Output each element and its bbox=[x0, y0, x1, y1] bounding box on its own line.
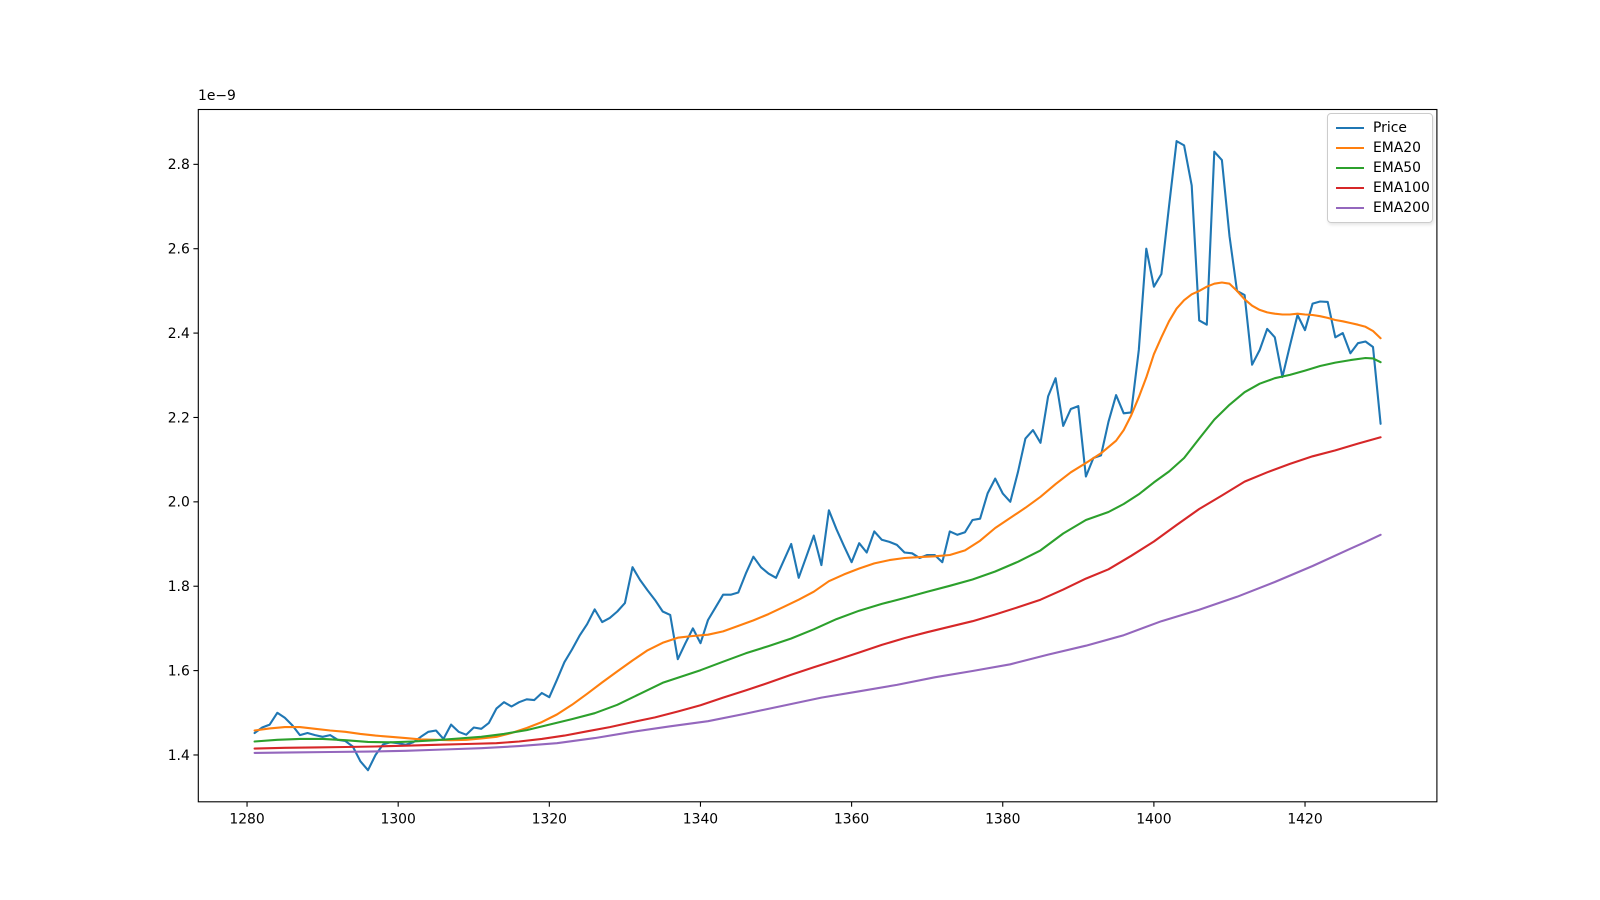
y-tick-label: 1.8 bbox=[168, 579, 190, 595]
y-axis-offset-label: 1e−9 bbox=[198, 88, 236, 104]
legend-item-ema200: EMA200 bbox=[1336, 198, 1430, 218]
legend-item-ema100: EMA100 bbox=[1336, 178, 1430, 198]
y-tick-label: 2.2 bbox=[168, 410, 190, 426]
legend-item-price: Price bbox=[1336, 118, 1424, 138]
legend-label: EMA200 bbox=[1373, 200, 1430, 216]
legend: Price EMA20 EMA50 EMA100 EMA200 bbox=[1327, 113, 1433, 223]
ema100-line bbox=[253, 436, 1382, 750]
ema200-line bbox=[253, 533, 1382, 754]
legend-item-ema50: EMA50 bbox=[1336, 158, 1424, 178]
y-tick-label: 1.6 bbox=[168, 663, 190, 679]
price-line bbox=[253, 140, 1382, 772]
x-tick-label: 1380 bbox=[985, 811, 1020, 827]
legend-label: Price bbox=[1373, 120, 1407, 136]
y-tick-label: 2.6 bbox=[168, 242, 190, 258]
legend-label: EMA50 bbox=[1373, 160, 1421, 176]
x-tick-label: 1340 bbox=[683, 811, 718, 827]
x-tick-label: 1360 bbox=[834, 811, 869, 827]
legend-item-ema20: EMA20 bbox=[1336, 138, 1424, 158]
legend-line-sample bbox=[1336, 167, 1364, 169]
legend-line-sample bbox=[1336, 127, 1364, 129]
x-tick-label: 1420 bbox=[1287, 811, 1322, 827]
legend-line-sample bbox=[1336, 187, 1364, 189]
x-tick-label: 1400 bbox=[1136, 811, 1171, 827]
legend-label: EMA100 bbox=[1373, 180, 1430, 196]
y-tick-label: 2.4 bbox=[168, 326, 190, 342]
y-tick-label: 2.0 bbox=[168, 495, 190, 511]
legend-line-sample bbox=[1336, 147, 1364, 149]
x-tick-label: 1280 bbox=[229, 811, 264, 827]
axes-spines bbox=[197, 108, 1438, 803]
ema20-line bbox=[253, 281, 1382, 742]
ema50-line bbox=[253, 356, 1382, 744]
y-tick-label: 1.4 bbox=[168, 748, 190, 764]
y-tick-label: 2.8 bbox=[168, 157, 190, 173]
x-tick-label: 1320 bbox=[532, 811, 567, 827]
x-tick-label: 1300 bbox=[381, 811, 416, 827]
legend-line-sample bbox=[1336, 207, 1364, 209]
legend-label: EMA20 bbox=[1373, 140, 1421, 156]
